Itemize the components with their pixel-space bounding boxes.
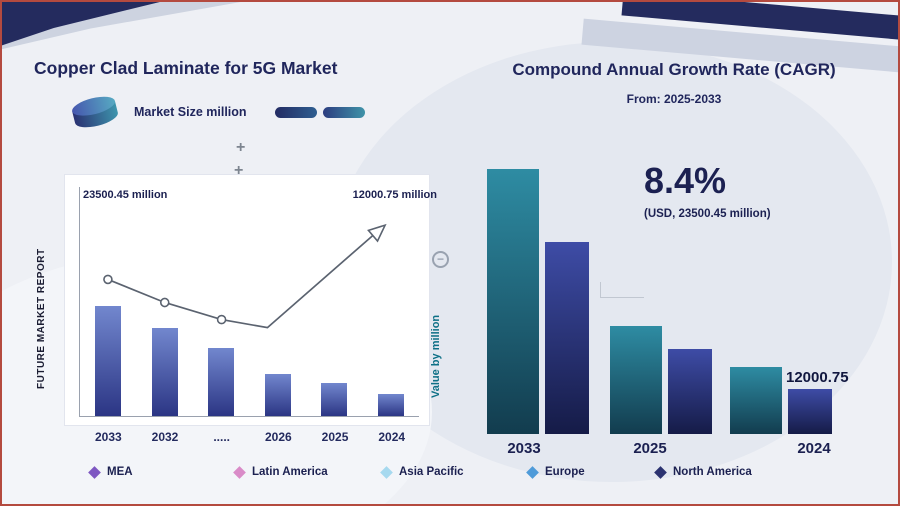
- cagr-x-tick-label: 2025: [633, 440, 667, 457]
- legend-item-label: North America: [673, 466, 752, 478]
- diamond-marker-icon: [526, 465, 539, 479]
- database-cylinder-icon: [72, 96, 118, 128]
- market-size-bar-column: [363, 394, 420, 416]
- legend-item-asia-pacific: Asia Pacific: [380, 465, 464, 479]
- cagr-x-tick-label: 2033: [507, 440, 541, 457]
- cagr-callout: 8.4% (USD, 23500.45 million): [644, 160, 771, 220]
- x-tick-label: 2026: [265, 430, 292, 444]
- cagr-percentage: 8.4%: [644, 160, 727, 201]
- market-size-plot-area: [79, 187, 419, 417]
- diamond-marker-icon: [233, 465, 246, 479]
- chart-end-value-annotation: 12000.75 million: [352, 189, 437, 201]
- x-tick-label: .....: [213, 430, 231, 444]
- legend-item-north-america: North America: [654, 465, 752, 479]
- cagr-bar-secondary-2033: [545, 242, 589, 434]
- left-x-axis: 2033 2032..... 2026 2025 2024: [80, 430, 420, 444]
- gradient-pill-decoration: [322, 106, 365, 118]
- market-size-bar-.....: [208, 348, 235, 416]
- right-chart-title: Compound Annual Growth Rate (CAGR): [512, 60, 836, 79]
- market-size-bar-2025: [321, 383, 348, 416]
- cagr-detail: (USD, 23500.45 million): [644, 208, 771, 220]
- cagr-bar-secondary-2024: [788, 389, 832, 434]
- market-size-bar-column: [137, 328, 194, 416]
- market-size-bar-2024: [377, 394, 404, 416]
- right-y-axis-label: Value by million: [430, 314, 442, 398]
- minus-circle-icon: −: [432, 251, 449, 268]
- cagr-bar-group-2025: [610, 326, 712, 434]
- market-size-bar-2026: [264, 374, 291, 416]
- market-size-legend: Market Size million: [66, 94, 365, 130]
- cagr-x-tick-label: 2024: [797, 440, 831, 457]
- x-tick-label: 2033: [94, 430, 122, 444]
- region-legend: MEA Latin America Asia Pacific Europe North …: [2, 465, 898, 488]
- plus-decoration-icon: +: [234, 162, 244, 179]
- cagr-bar-secondary-2025: [668, 349, 712, 434]
- diamond-marker-icon: [380, 465, 393, 479]
- cagr-bar-group-2033: [487, 169, 589, 434]
- cagr-bar-primary-2025: [610, 326, 662, 434]
- market-size-bar-column: [306, 383, 363, 416]
- legend-item-mea: MEA: [88, 465, 133, 479]
- step-line-decoration: [600, 282, 644, 298]
- cagr-bar-value-annotation: 12000.75: [786, 369, 849, 386]
- cagr-bar-group-2024: [730, 367, 832, 434]
- x-tick-label: 2024: [378, 430, 406, 444]
- x-tick-label: 2032: [151, 430, 179, 444]
- market-size-chart-panel: 23500.45 million 12000.75 million: [64, 174, 437, 426]
- market-size-bar-column: [193, 348, 250, 416]
- left-y-axis-label: FUTURE MARKET REPORT: [36, 248, 47, 390]
- legend-item-latin-america: Latin America: [233, 465, 328, 479]
- legend-item-label: MEA: [107, 466, 133, 478]
- market-size-bar-column: [80, 306, 137, 416]
- diamond-marker-icon: [654, 465, 667, 479]
- plus-decoration-icon: +: [236, 139, 246, 156]
- legend-item-label: Asia Pacific: [399, 466, 464, 478]
- cagr-bar-primary-2024: [730, 367, 782, 434]
- cagr-x-axis: 2033 2025 2024: [482, 440, 854, 460]
- chart-start-value-annotation: 23500.45 million: [83, 189, 168, 201]
- right-chart-subtitle: From: 2025-2033: [626, 92, 722, 106]
- market-size-bar-2032: [151, 328, 178, 416]
- cagr-bar-primary-2033: [487, 169, 539, 434]
- diamond-marker-icon: [88, 465, 101, 479]
- market-size-bar-2033: [95, 306, 122, 416]
- legend-item-europe: Europe: [526, 465, 585, 479]
- x-tick-label: 2025: [321, 430, 349, 444]
- left-chart-title: Copper Clad Laminate for 5G Market: [34, 58, 338, 78]
- market-size-label: Market Size million: [134, 105, 247, 119]
- legend-item-label: Europe: [545, 466, 585, 478]
- cagr-plot-area: [482, 162, 854, 434]
- legend-item-label: Latin America: [252, 466, 328, 478]
- gradient-pill-decoration: [274, 106, 317, 118]
- market-size-bar-column: [250, 374, 307, 416]
